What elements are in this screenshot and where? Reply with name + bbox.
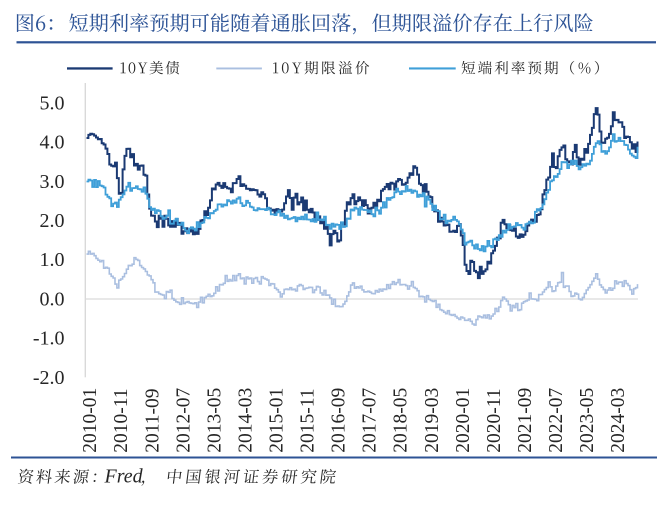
- svg-text:2020-11: 2020-11: [484, 389, 505, 453]
- svg-text:2023-05: 2023-05: [577, 388, 598, 453]
- svg-text:2018-05: 2018-05: [391, 388, 412, 453]
- svg-text:2021-09: 2021-09: [515, 388, 536, 453]
- svg-text:2010-11: 2010-11: [111, 389, 132, 453]
- svg-text:2019-03: 2019-03: [422, 388, 443, 453]
- svg-text:2015-01: 2015-01: [267, 388, 288, 453]
- svg-text:3.0: 3.0: [40, 171, 65, 193]
- svg-text:1.0: 1.0: [40, 249, 65, 271]
- svg-text:2013-05: 2013-05: [204, 388, 225, 453]
- svg-text:0.0: 0.0: [40, 288, 65, 310]
- svg-text:2022-07: 2022-07: [546, 388, 567, 453]
- svg-text:2017-07: 2017-07: [360, 388, 381, 453]
- svg-text:4.0: 4.0: [40, 132, 65, 154]
- svg-text:2024-03: 2024-03: [608, 388, 629, 453]
- svg-text:Fred: Fred: [104, 466, 144, 488]
- svg-text:2012-07: 2012-07: [173, 388, 194, 453]
- svg-text:2015-11: 2015-11: [298, 389, 319, 453]
- svg-text:2014-03: 2014-03: [236, 388, 257, 453]
- svg-text:2010-01: 2010-01: [80, 388, 101, 453]
- svg-text:2.0: 2.0: [40, 210, 65, 232]
- svg-text:-1.0: -1.0: [33, 328, 65, 350]
- svg-text:2020-01: 2020-01: [453, 388, 474, 453]
- svg-text:-2.0: -2.0: [33, 367, 65, 389]
- svg-text:2011-09: 2011-09: [142, 389, 163, 453]
- svg-text:2016-09: 2016-09: [329, 388, 350, 453]
- svg-text:5.0: 5.0: [40, 92, 65, 114]
